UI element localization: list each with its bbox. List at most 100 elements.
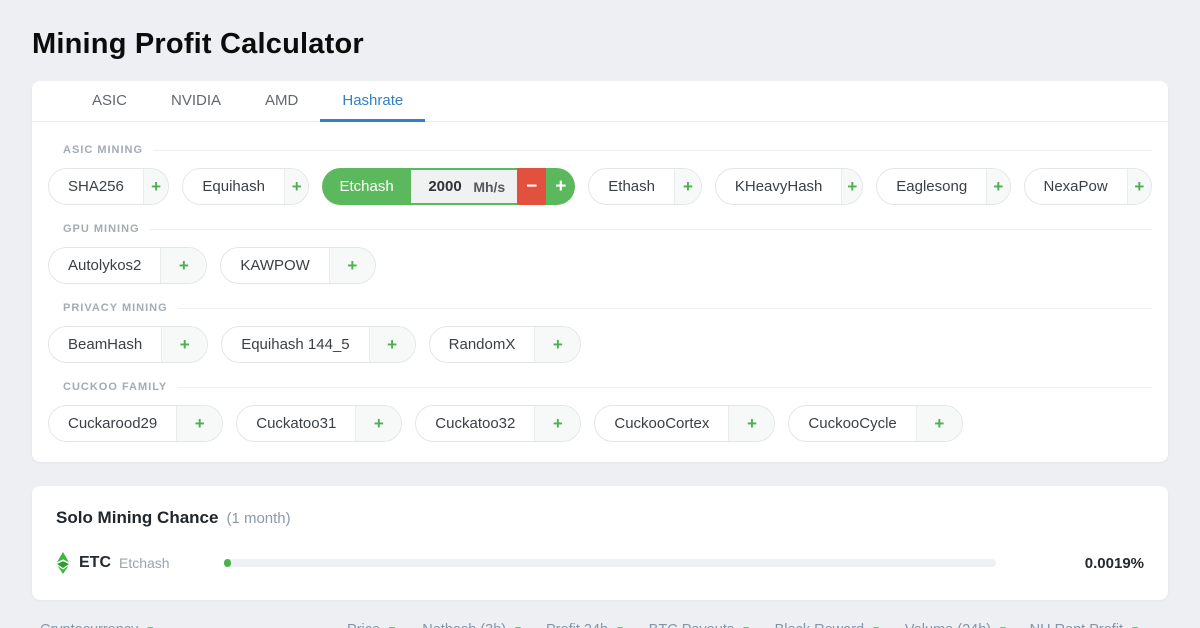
coin-algorithm: Etchash [119,555,170,571]
add-algorithm-button[interactable]: + [176,406,223,441]
add-algorithm-button[interactable]: + [1126,169,1151,204]
algorithm-pill-randomx: RandomX + [428,326,582,363]
algorithm-pill-ethash: Ethash + [588,168,702,205]
algorithm-pill-kawpow: KAWPOW + [220,247,376,284]
hashrate-value[interactable]: 2000 [428,178,462,195]
algorithm-pill-label[interactable]: RandomX [448,336,516,353]
sort-arrow-icon: ▼ [998,625,1008,628]
column-header-cryptocurrency[interactable]: Cryptocurrency ▼ [40,622,277,628]
hashrate-unit: Mh/s [473,178,506,195]
column-header-label: Block Reward [775,622,864,628]
algorithm-pill-label[interactable]: Autolykos2 [68,257,142,274]
algorithm-pill-label[interactable]: Equihash 144_5 [241,336,350,353]
algorithm-pill-equihash: Equihash + [182,168,310,205]
tab-nvidia[interactable]: NVIDIA [171,91,222,109]
algorithm-pill-label[interactable]: KHeavyHash [734,178,823,195]
solo-chance-value: 0.0019% [1084,554,1144,572]
algorithm-pill-sha256: SHA256 + [48,168,170,205]
section-divider [177,386,1152,388]
tab-hashrate[interactable]: Hashrate [320,81,426,122]
add-algorithm-button[interactable]: + [355,406,402,441]
algorithm-pill-label[interactable]: CuckooCycle [808,415,897,432]
add-algorithm-button[interactable]: + [161,327,208,362]
increase-hashrate-button[interactable]: + [555,175,567,197]
column-header-btc-payouts[interactable]: BTC Payouts ▼ [625,622,751,628]
algorithm-pill-label[interactable]: Etchash [339,178,394,195]
algorithm-pill-label[interactable]: Cuckatoo31 [256,415,337,432]
add-algorithm-button[interactable]: + [841,169,863,204]
tab-bar: ASIC NVIDIA AMD Hashrate [32,81,1168,122]
sort-arrow-icon: ▼ [615,625,625,628]
algorithm-pill-row: SHA256 + Equihash + Etchash 2000 Mh/s − + Ethash +… [48,168,1152,205]
algorithm-pill-label[interactable]: SHA256 [68,178,124,195]
solo-title-row: Solo Mining Chance (1 month) [56,508,1144,528]
sort-arrow-icon: ▼ [387,625,397,628]
algorithm-pill-label[interactable]: Equihash [202,178,265,195]
column-header-label: NH Rent Profit [1030,622,1123,628]
add-algorithm-button[interactable]: + [534,406,581,441]
algorithm-pill-label[interactable]: Eaglesong [896,178,968,195]
column-header-label: Price [347,622,380,628]
column-header-profit-24h[interactable]: Profit 24h ▼ [523,622,625,628]
add-algorithm-button[interactable]: + [674,169,701,204]
algorithm-pill-label[interactable]: Ethash [608,178,655,195]
add-algorithm-button[interactable]: + [915,406,962,441]
add-algorithm-button[interactable]: + [142,169,169,204]
section-label: GPU MINING [63,223,140,235]
add-algorithm-button[interactable]: + [728,406,775,441]
hashrate-input[interactable]: 2000 Mh/s [410,170,518,203]
section-header-cuckoo-family: CUCKOO FAMILY [48,381,1152,393]
section-header-privacy-mining: PRIVACY MINING [48,302,1152,314]
add-algorithm-button[interactable]: + [368,327,415,362]
algorithm-pill-kheavyhash: KHeavyHash + [714,168,864,205]
column-header-nh-rent-profit[interactable]: NH Rent Profit ▼ [1008,622,1140,628]
column-header-block-reward[interactable]: Block Reward ▼ [751,622,881,628]
algorithm-pill-label[interactable]: BeamHash [68,336,143,353]
coin-symbol: ETC [79,554,111,571]
tab-asic[interactable]: ASIC [92,91,128,109]
algorithm-pill-label[interactable]: CuckooCortex [614,415,710,432]
add-algorithm-button[interactable]: + [986,169,1010,204]
column-header-nethash-3h[interactable]: Nethash (3h) ▼ [397,622,523,628]
section-label: ASIC MINING [63,144,144,156]
algorithm-pill-label[interactable]: Cuckatoo32 [435,415,516,432]
section-label: PRIVACY MINING [63,302,168,314]
algorithm-pill-etchash-active: Etchash 2000 Mh/s − + [322,168,576,205]
algorithm-pill-cuckatoo32: Cuckatoo32 + [415,405,582,442]
algorithm-pill-label[interactable]: NexaPow [1043,178,1108,195]
section-label: CUCKOO FAMILY [63,381,168,393]
solo-progress-bar [224,559,996,567]
table-header: Cryptocurrency▼Price▼Nethash (3h)▼Profit… [0,610,1200,628]
algorithm-pill-cuckatoo31: Cuckatoo31 + [236,405,403,442]
section-divider [153,149,1152,151]
column-header-label: Volume (24h) [905,622,991,628]
algorithm-pill-cuckarood29: Cuckarood29 + [48,405,224,442]
section-header-gpu-mining: GPU MINING [48,223,1152,235]
algorithm-pill-equihash-144-5: Equihash 144_5 + [221,326,416,363]
column-header-price[interactable]: Price ▼ [277,622,397,628]
solo-progress-fill [224,559,231,567]
calculator-card: ASIC NVIDIA AMD Hashrate ASIC MINING SHA256 +… [32,81,1168,462]
algo-sections: ASIC MINING SHA256 + Equihash + Etchash 2000 Mh… [32,122,1168,462]
sort-arrow-icon: ▼ [1130,625,1140,628]
algorithm-pill-label[interactable]: KAWPOW [240,257,310,274]
add-algorithm-button[interactable]: + [160,248,207,283]
decrease-hashrate-button[interactable]: − [517,168,547,205]
coin-group: ETC Etchash [56,552,224,574]
etc-coin-icon [57,552,69,574]
algorithm-pill-row: Cuckarood29 + Cuckatoo31 + Cuckatoo32 + Cuckoo… [48,405,1152,442]
algorithm-pill-autolykos2: Autolykos2 + [48,247,208,284]
add-algorithm-button[interactable]: + [534,327,581,362]
algorithm-pill-eaglesong: Eaglesong + [876,168,1011,205]
section-header-asic-mining: ASIC MINING [48,144,1152,156]
add-algorithm-button[interactable]: + [328,248,375,283]
solo-mining-title: Solo Mining Chance [56,508,219,527]
algorithm-pill-nexapow: NexaPow + [1023,168,1152,205]
tab-amd[interactable]: AMD [265,91,299,109]
column-header-volume-24h[interactable]: Volume (24h) ▼ [881,622,1008,628]
add-algorithm-button[interactable]: + [283,169,309,204]
column-header-label: Nethash (3h) [422,622,506,628]
solo-coin-row: ETC Etchash 0.0019% [56,552,1144,574]
algorithm-pill-label[interactable]: Cuckarood29 [68,415,158,432]
sort-arrow-icon: ▼ [513,625,523,628]
